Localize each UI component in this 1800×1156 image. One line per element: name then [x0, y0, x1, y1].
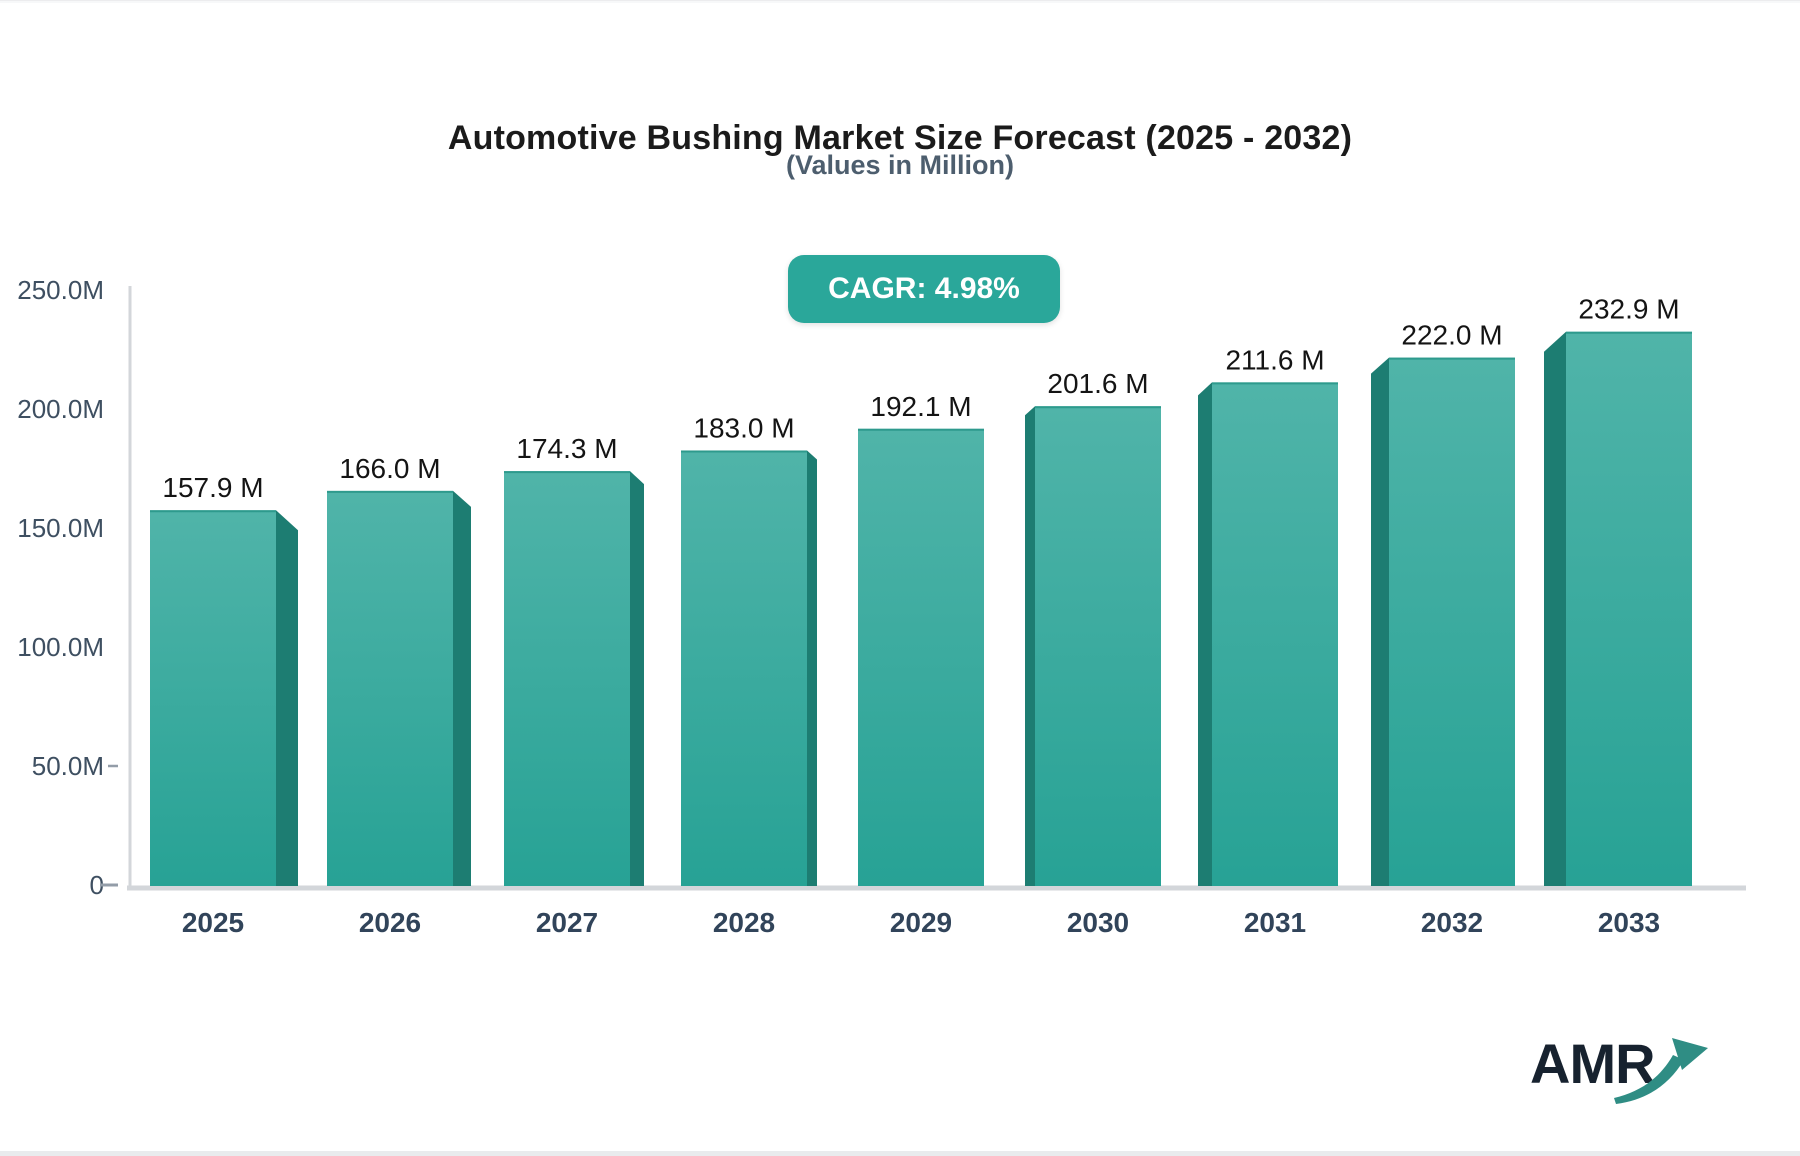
year-label: 2032	[1421, 907, 1483, 938]
amr-logo: AMR	[1530, 1034, 1720, 1114]
value-label: 192.1 M	[870, 391, 971, 422]
bar-side-face	[1544, 331, 1566, 886]
bar-side-face	[630, 471, 644, 886]
top-frame-edge	[0, 0, 1800, 3]
cagr-badge: CAGR: 4.98%	[788, 255, 1060, 323]
value-label: 222.0 M	[1401, 320, 1502, 351]
chart-title: Automotive Bushing Market Size Forecast …	[447, 118, 1353, 157]
bar-face	[858, 428, 984, 886]
year-label: 2028	[713, 907, 775, 938]
logo-arrow-icon	[1614, 1038, 1708, 1104]
value-label: 166.0 M	[339, 453, 440, 484]
bar-face	[504, 471, 630, 886]
y-tick-label: 200.0M	[17, 394, 104, 424]
bar-2032: 222.0 M 2032	[1371, 320, 1515, 938]
chart-subtitle: (Values in Million)	[785, 150, 1015, 180]
year-label: 2029	[890, 907, 952, 938]
bar-face	[1566, 331, 1692, 886]
bar-2026: 166.0 M 2026	[327, 453, 471, 938]
bar-2031: 211.6 M 2031	[1198, 344, 1338, 938]
y-tick-label: 50.0M	[32, 751, 104, 781]
bar-side-face	[1025, 406, 1035, 886]
year-label: 2026	[359, 907, 421, 938]
bar-2028: 183.0 M 2028	[681, 412, 817, 938]
bar-face	[1212, 382, 1338, 886]
bar-face	[1389, 357, 1515, 886]
year-label: 2030	[1067, 907, 1129, 938]
value-label: 157.9 M	[162, 472, 263, 503]
bar-face	[327, 490, 453, 886]
bar-face	[681, 450, 807, 886]
y-tick-label: 0	[90, 870, 104, 900]
value-label: 211.6 M	[1225, 344, 1324, 375]
bar-2033: 232.9 M 2033	[1544, 294, 1692, 938]
bar-side-face	[276, 510, 298, 886]
year-label: 2031	[1244, 907, 1306, 938]
y-tick-label: 100.0M	[17, 632, 104, 662]
bar-side-face	[1371, 357, 1389, 886]
value-label: 201.6 M	[1047, 368, 1148, 399]
value-label: 174.3 M	[516, 433, 617, 464]
bar-side-face	[807, 450, 817, 886]
bar-2030: 201.6 M 2030	[1025, 368, 1161, 938]
bar-side-face	[453, 490, 471, 886]
bar-side-face	[1198, 382, 1212, 886]
value-label: 183.0 M	[693, 412, 794, 443]
value-label: 232.9 M	[1578, 294, 1679, 325]
logo-text: AMR	[1530, 1032, 1656, 1095]
bar-face	[1035, 406, 1161, 886]
y-tick-label: 150.0M	[17, 513, 104, 543]
y-tick-label: 250.0M	[17, 275, 104, 305]
bar-2025: 157.9 M 2025	[150, 472, 298, 938]
bottom-frame-edge	[0, 1151, 1800, 1156]
bar-2027: 174.3 M 2027	[504, 433, 644, 938]
year-label: 2033	[1598, 907, 1660, 938]
bar-2029: 192.1 M 2029	[858, 391, 984, 938]
bar-face	[150, 510, 276, 886]
year-label: 2027	[536, 907, 598, 938]
year-label: 2025	[182, 907, 244, 938]
